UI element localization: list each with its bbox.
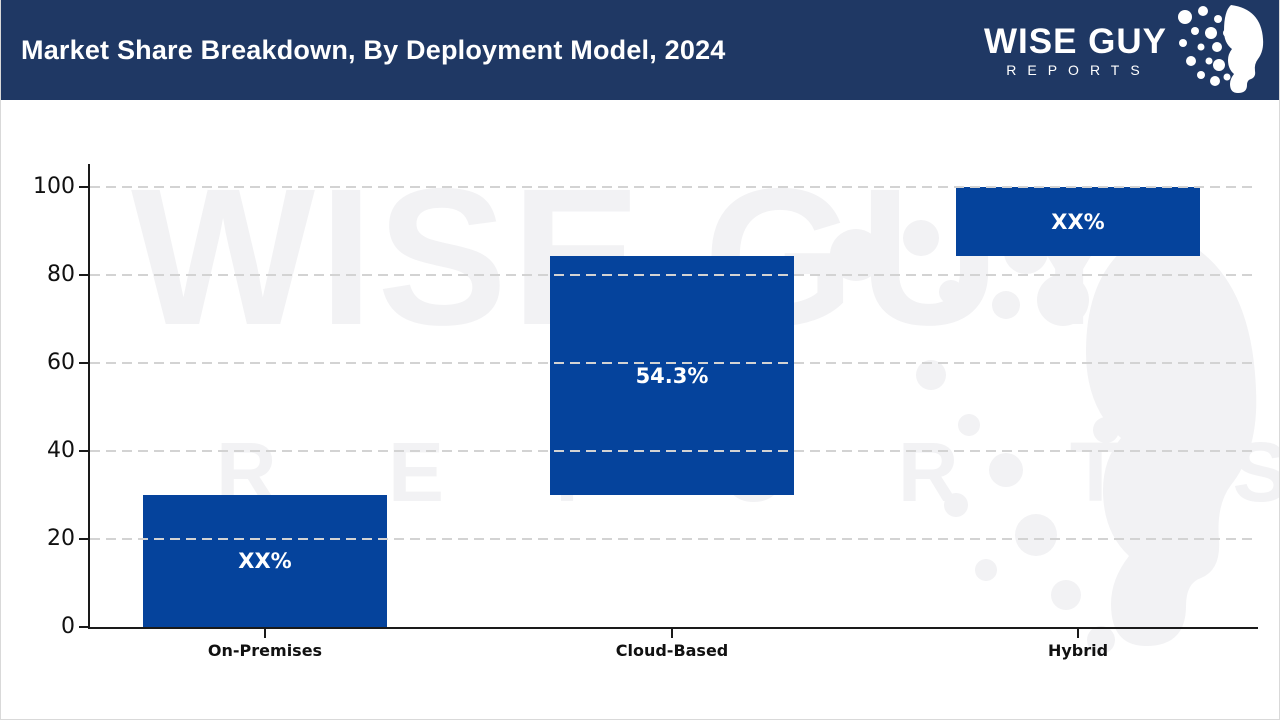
y-tick-mark-80 (79, 274, 88, 276)
wise-guy-reports-logo: WISE GUY REPORTS (984, 3, 1279, 97)
header-banner: Market Share Breakdown, By Deployment Mo… (1, 0, 1279, 100)
logo-wordmark: WISE GUY REPORTS (984, 24, 1167, 77)
logo-secondary-text: REPORTS (1006, 61, 1151, 78)
y-tick-label-20: 20 (47, 526, 75, 551)
y-tick-label-40: 40 (47, 438, 75, 463)
x-category-label-2: Hybrid (1047, 641, 1109, 660)
x-category-label-1: Cloud-Based (615, 641, 729, 660)
page-title: Market Share Breakdown, By Deployment Mo… (21, 34, 726, 65)
y-tick-label-60: 60 (47, 350, 75, 375)
x-tick-mark-2 (1077, 629, 1079, 638)
x-axis-line (88, 627, 1258, 629)
y-tick-label-100: 100 (33, 174, 75, 199)
bar-on-premises: XX% (143, 495, 387, 627)
x-tick-mark-1 (671, 629, 673, 638)
y-tick-label-80: 80 (47, 262, 75, 287)
bar-value-label: XX% (1051, 209, 1105, 234)
bar-value-label: 54.3% (635, 363, 709, 388)
y-axis-line (88, 164, 90, 627)
y-tick-mark-20 (79, 538, 88, 540)
logo-face-dots-icon (1178, 5, 1264, 93)
logo-primary-text: WISE GUY (983, 21, 1167, 61)
bar-cloud-based: 54.3% (550, 256, 794, 495)
gridline-20 (90, 538, 1258, 540)
bar-value-label: XX% (238, 549, 292, 573)
gridline-40 (90, 450, 1258, 452)
bar-chart: WISE GUY R E P O R T S 020406080100XX%On… (1, 100, 1279, 719)
gridline-80 (90, 274, 1258, 276)
y-tick-mark-0 (79, 626, 88, 628)
x-tick-mark-0 (264, 629, 266, 638)
gridline-60 (90, 362, 1258, 364)
y-tick-mark-100 (79, 186, 88, 188)
x-category-label-0: On-Premises (207, 641, 323, 660)
y-tick-label-0: 0 (61, 614, 75, 639)
y-tick-mark-60 (79, 362, 88, 364)
gridline-100 (90, 186, 1258, 188)
bar-hybrid: XX% (956, 187, 1200, 257)
y-tick-mark-40 (79, 450, 88, 452)
